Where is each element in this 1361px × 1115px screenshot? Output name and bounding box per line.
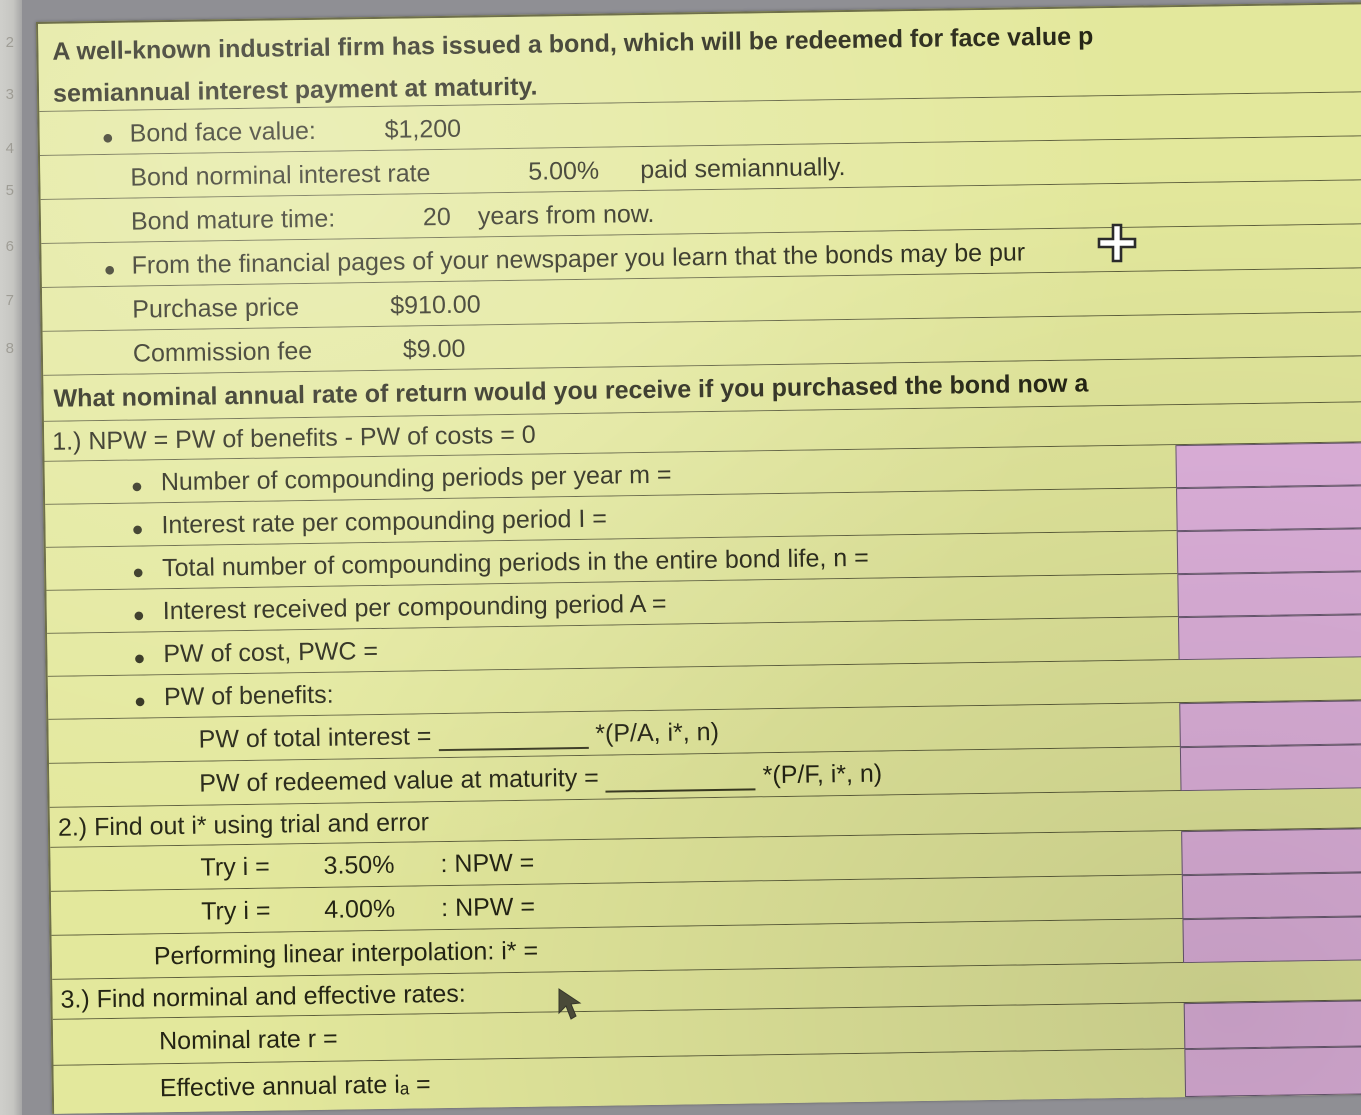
try-rate: 4.00% (323, 894, 396, 924)
pw-redeemed-suffix: *(P/F, i*, n) (762, 759, 883, 790)
row-label: PW of cost, PWC = (163, 636, 379, 669)
answer-cell-n[interactable] (1176, 528, 1361, 575)
pw-redeemed-blank[interactable] (605, 763, 756, 793)
row-value: 20 (422, 202, 451, 232)
try-prefix: Try i = (201, 896, 271, 926)
row-suffix: years from now. (477, 199, 655, 231)
try-rate: 3.50% (323, 850, 395, 880)
step2-title: 2.) Find out i* using trial and error (57, 808, 430, 842)
try-prefix: Try i = (200, 852, 270, 882)
header-line-1: A well-known industrial firm has issued … (52, 22, 1094, 66)
bullet-icon: ● (132, 604, 146, 627)
row-number: 8 (5, 340, 14, 357)
row-number: 5 (5, 182, 14, 199)
answer-cell-m[interactable] (1175, 442, 1361, 489)
row-value: 5.00% (528, 156, 600, 186)
row-label: PW of benefits: (163, 680, 334, 712)
answer-cell-pw-redeemed-value[interactable] (1179, 743, 1361, 792)
question-text: What nominal annual rate of return would… (53, 369, 1089, 413)
arrow-pointer-cursor (558, 988, 582, 1020)
row-number: 3 (5, 86, 14, 103)
bullet-icon: ● (131, 518, 144, 541)
bullet-icon: ● (103, 258, 116, 282)
plus-crosshair-cursor (1097, 223, 1137, 263)
try-suffix: : NPW = (440, 848, 535, 879)
row-number: 4 (5, 140, 14, 157)
row-number: 7 (5, 292, 14, 309)
row-label: Bond mature time: (130, 204, 336, 236)
header-line-2: semiannual interest payment at maturity. (52, 72, 538, 108)
pw-interest-prefix: PW of total interest = (198, 722, 432, 754)
answer-cell-i[interactable] (1176, 485, 1361, 532)
row-value: $1,200 (384, 114, 462, 144)
row-label: PW of redeemed value at maturity = *(P/F… (199, 759, 883, 799)
spreadsheet-row-number-gutter: 2 3 4 5 6 7 8 (0, 0, 22, 1115)
row-label: Interest rate per compounding period I = (161, 504, 608, 540)
row-label: Effective annual rate iₐ = (159, 1070, 431, 1103)
answer-cell-pw-total-interest[interactable] (1179, 700, 1361, 748)
row-suffix: paid semiannually. (640, 153, 846, 185)
row-value: $9.00 (402, 334, 466, 364)
row-label: Commission fee (132, 336, 313, 368)
row-number: 6 (5, 238, 14, 255)
row-label: PW of total interest = *(P/A, i*, n) (198, 717, 720, 755)
row-label: Nominal rate r = (158, 1024, 338, 1056)
row-label: Bond face value: (129, 116, 317, 148)
bullet-icon: ● (101, 126, 114, 150)
row-label: Number of compounding periods per year m… (160, 460, 672, 497)
answer-cell-npw-2[interactable] (1181, 871, 1361, 920)
row-label: From the financial pages of your newspap… (131, 238, 1026, 280)
answer-cell-interpolation[interactable] (1182, 915, 1361, 964)
answer-cell-nominal-rate[interactable] (1183, 999, 1361, 1050)
bullet-icon: ● (133, 690, 147, 713)
answer-cell-npw-1[interactable] (1181, 827, 1361, 876)
answer-cell-effective-rate[interactable] (1184, 1045, 1361, 1098)
row-label: Interest received per compounding period… (162, 589, 667, 626)
row-label: Purchase price (132, 293, 300, 324)
pw-interest-blank[interactable] (438, 721, 589, 752)
row-number: 2 (5, 34, 14, 51)
pw-interest-suffix: *(P/A, i*, n) (595, 717, 720, 748)
row-label: Total number of compounding periods in t… (161, 543, 869, 583)
step1-title: 1.) NPW = PW of benefits - PW of costs =… (52, 420, 536, 456)
row-label: Bond norminal interest rate (130, 159, 431, 192)
bullet-icon: ● (130, 475, 144, 498)
pw-redeemed-prefix: PW of redeemed value at maturity = (199, 763, 599, 798)
bullet-icon: ● (133, 647, 146, 670)
bullet-icon: ● (132, 561, 145, 584)
row-value: $910.00 (390, 290, 481, 320)
step3-title: 3.) Find norminal and effective rates: (60, 979, 466, 1014)
interpolation-label: Performing linear interpolation: i* = (153, 936, 539, 971)
worksheet[interactable]: A well-known industrial firm has issued … (36, 2, 1361, 1114)
try-suffix: : NPW = (440, 892, 536, 923)
answer-cell-A[interactable] (1177, 571, 1361, 618)
answer-cell-pwc[interactable] (1177, 614, 1361, 661)
